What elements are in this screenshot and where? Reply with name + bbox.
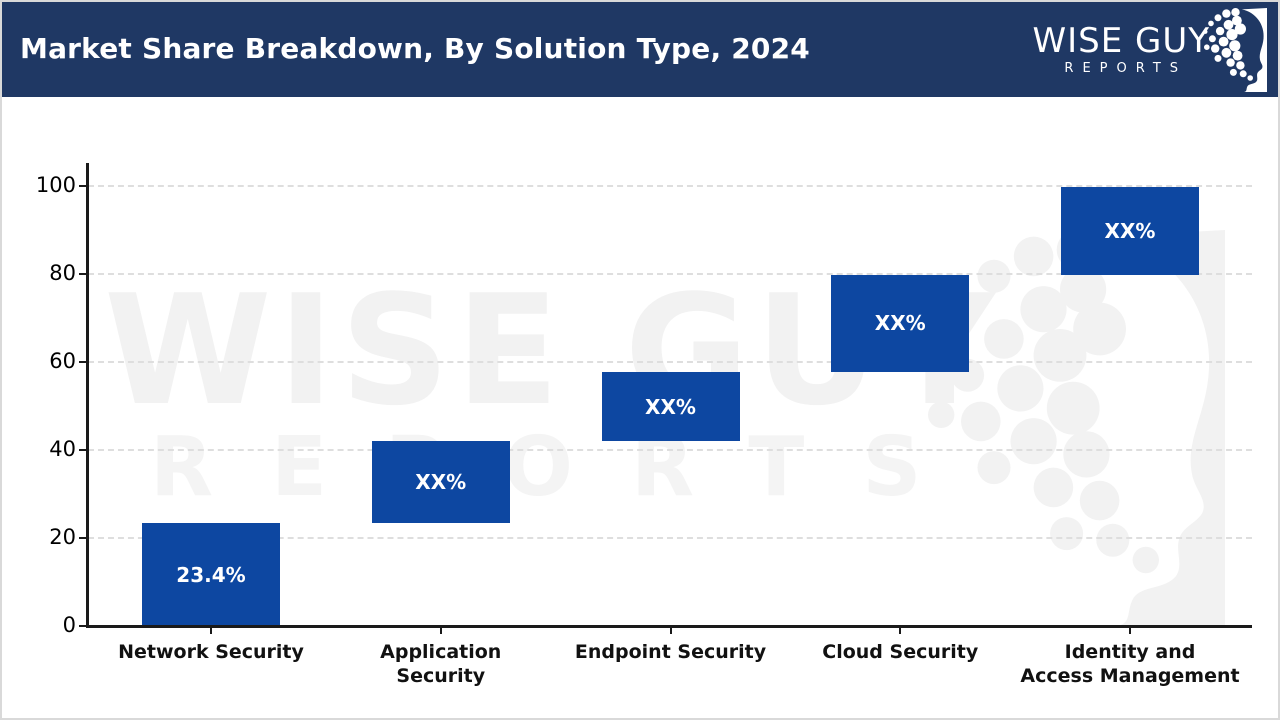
y-tick-mark bbox=[79, 449, 88, 451]
y-tick-label: 60 bbox=[49, 349, 76, 373]
bar-segment: XX% bbox=[1061, 186, 1199, 275]
x-axis-category-label: Identity and Access Management bbox=[1020, 641, 1240, 687]
y-tick-mark bbox=[79, 537, 88, 539]
gridline-100 bbox=[88, 185, 1252, 187]
y-tick-label: 20 bbox=[49, 525, 76, 549]
gridline-40 bbox=[88, 449, 1252, 451]
bar-value-label: XX% bbox=[645, 394, 696, 419]
gridline-80 bbox=[88, 273, 1252, 275]
brand-logo: WISE GUY REPORTS bbox=[1032, 8, 1268, 92]
brand-logo-text: WISE GUY REPORTS bbox=[1032, 24, 1210, 76]
x-axis-line bbox=[86, 625, 1252, 628]
watermark-reports: REPORTS bbox=[150, 420, 980, 515]
y-tick-mark bbox=[79, 361, 88, 363]
bar-segment: 23.4% bbox=[142, 523, 280, 626]
bar-segment: XX% bbox=[371, 441, 510, 524]
brand-name: WISE GUY bbox=[1032, 21, 1210, 61]
x-axis-category-label: Application Security bbox=[380, 641, 502, 687]
header-bar: Market Share Breakdown, By Solution Type… bbox=[0, 0, 1280, 97]
bar-value-label: 23.4% bbox=[176, 562, 246, 587]
y-tick-mark bbox=[79, 185, 88, 187]
y-tick-mark bbox=[79, 273, 88, 275]
gridline-20 bbox=[88, 537, 1252, 539]
gridline-60 bbox=[88, 361, 1252, 363]
bar-value-label: XX% bbox=[1104, 218, 1156, 243]
y-tick-label: 100 bbox=[35, 173, 76, 197]
x-axis-category-label: Endpoint Security bbox=[574, 641, 767, 663]
y-tick-label: 0 bbox=[62, 613, 76, 637]
bar-segment: XX% bbox=[601, 372, 740, 442]
brand-subtitle: REPORTS bbox=[1064, 61, 1188, 76]
page-title: Market Share Breakdown, By Solution Type… bbox=[20, 32, 810, 65]
x-axis-category-label: Cloud Security bbox=[822, 641, 979, 663]
x-tick-mark bbox=[439, 627, 442, 634]
x-tick-mark bbox=[899, 627, 902, 634]
y-tick-label: 40 bbox=[49, 437, 76, 461]
bar-value-label: XX% bbox=[415, 470, 467, 495]
x-tick-mark bbox=[669, 627, 672, 634]
bar-value-label: XX% bbox=[874, 311, 926, 336]
y-tick-mark bbox=[79, 625, 88, 627]
x-tick-mark bbox=[210, 627, 212, 634]
bar-segment: XX% bbox=[831, 274, 970, 373]
x-axis-category-label: Network Security bbox=[118, 641, 304, 663]
x-tick-mark bbox=[1129, 627, 1131, 634]
y-tick-label: 80 bbox=[49, 261, 76, 285]
y-axis-line bbox=[86, 163, 89, 628]
